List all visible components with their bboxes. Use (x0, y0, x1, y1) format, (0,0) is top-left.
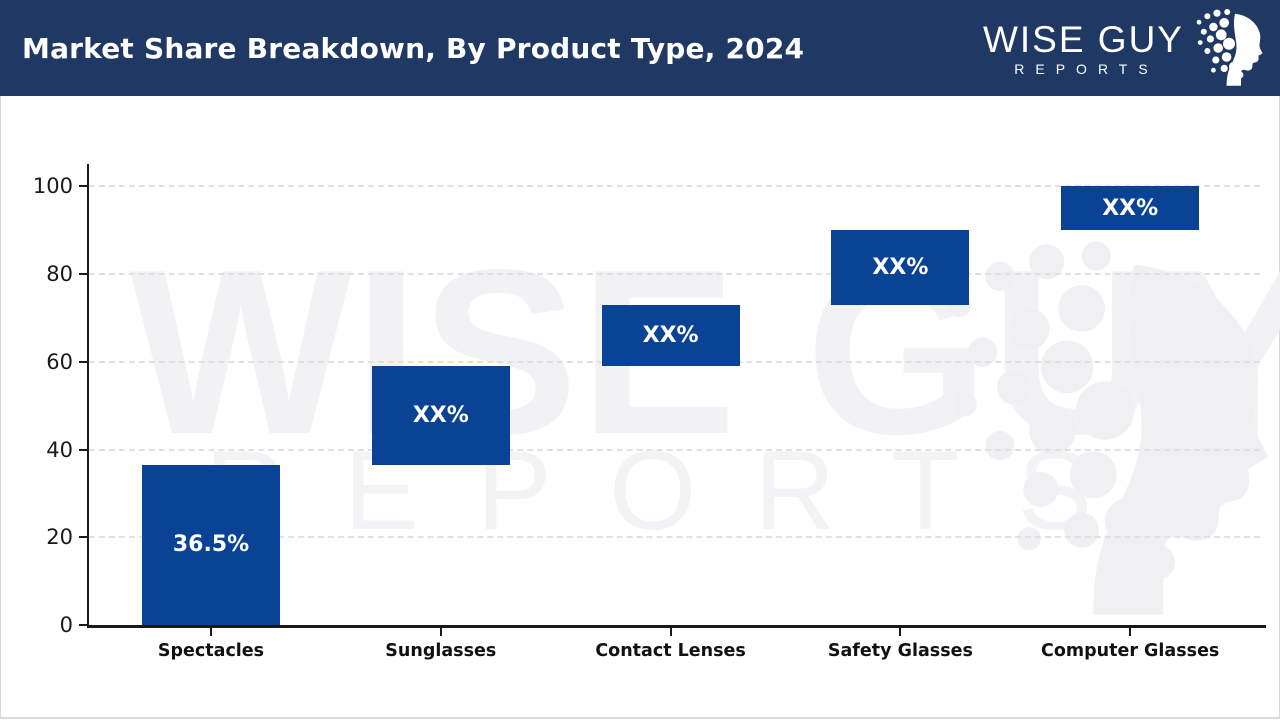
y-tick-mark-0 (79, 624, 87, 626)
wiseguy-logo: WISE GUY REPORTS (983, 9, 1280, 87)
category-label-3: Safety Glasses (827, 641, 973, 661)
bar-value-label: XX% (872, 255, 929, 281)
x-tick-mark-3 (899, 628, 902, 636)
bar-safety-glasses: XX% (831, 230, 970, 305)
logo-text: WISE GUY REPORTS (983, 21, 1184, 76)
gridline-20 (89, 536, 1260, 539)
y-tick-mark-20 (79, 536, 87, 539)
y-tick-label-40: 40 (46, 437, 73, 462)
x-tick-mark-2 (669, 628, 672, 636)
y-tick-mark-60 (79, 360, 87, 363)
bar-value-label: XX% (642, 323, 699, 348)
header-bar: Market Share Breakdown, By Product Type,… (0, 0, 1280, 96)
gridline-40 (89, 448, 1260, 451)
category-label-2: Contact Lenses (595, 641, 746, 661)
page-title: Market Share Breakdown, By Product Type,… (22, 31, 805, 65)
y-axis-line (87, 164, 89, 627)
category-label-4: Computer Glasses (1041, 641, 1220, 661)
y-tick-label-100: 100 (32, 174, 73, 199)
x-tick-mark-4 (1129, 628, 1132, 636)
y-tick-label-80: 80 (46, 262, 73, 287)
x-axis-line (87, 625, 1266, 628)
y-tick-mark-100 (79, 185, 87, 188)
y-tick-label-20: 20 (46, 525, 73, 550)
logo-subtext: REPORTS (1014, 60, 1159, 77)
y-tick-mark-40 (79, 448, 87, 451)
y-tick-label-0: 0 (59, 613, 73, 637)
watermark-head-icon (947, 241, 1269, 615)
bar-value-label: XX% (412, 403, 469, 429)
gridline-100 (89, 185, 1260, 188)
category-label-0: Spectacles (157, 641, 265, 661)
y-tick-label-60: 60 (46, 349, 73, 374)
y-tick-mark-80 (79, 273, 87, 276)
x-tick-mark-0 (210, 628, 212, 636)
bar-spectacles: 36.5% (142, 464, 280, 625)
logo-wordmark: WISE GUY (982, 18, 1184, 60)
category-label-1: Sunglasses (385, 641, 497, 661)
bar-value-label: XX% (1102, 195, 1159, 221)
bar-contact-lenses: XX% (601, 304, 740, 367)
bar-computer-glasses: XX% (1061, 186, 1200, 231)
gridline-80 (89, 273, 1260, 276)
wiseguy-head-icon (1196, 9, 1263, 86)
bar-sunglasses: XX% (371, 366, 510, 465)
bar-value-label: 36.5% (172, 532, 250, 558)
x-tick-mark-1 (439, 628, 442, 636)
